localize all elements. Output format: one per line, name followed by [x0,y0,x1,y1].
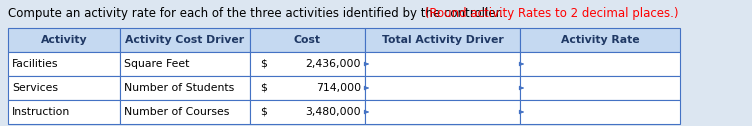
Text: $: $ [260,83,267,93]
Bar [120,28,250,52]
Text: 3,480,000: 3,480,000 [305,107,361,117]
Bar [365,76,520,100]
Bar [8,52,120,76]
Bar [520,28,680,52]
Bar [8,28,120,52]
Text: $: $ [260,59,267,69]
Text: Activity Cost Driver: Activity Cost Driver [126,35,244,45]
Text: Number of Students: Number of Students [124,83,235,93]
Text: (Round activity Rates to 2 decimal places.): (Round activity Rates to 2 decimal place… [421,8,679,21]
Text: $: $ [260,107,267,117]
Bar [365,28,520,52]
Text: Number of Courses: Number of Courses [124,107,229,117]
Bar [365,100,520,124]
Bar [520,76,680,100]
Bar [8,100,120,124]
Bar [120,52,250,76]
Text: Instruction: Instruction [12,107,70,117]
Bar [8,76,120,100]
Bar [250,28,365,52]
Bar [250,100,365,124]
Text: Compute an activity rate for each of the three activities identified by the cont: Compute an activity rate for each of the… [8,8,503,21]
Text: Facilities: Facilities [12,59,59,69]
Bar [365,52,520,76]
Bar [120,100,250,124]
Bar [250,76,365,100]
Bar [250,52,365,76]
Bar [520,100,680,124]
Text: 714,000: 714,000 [316,83,361,93]
Text: Activity: Activity [41,35,87,45]
Text: Activity Rate: Activity Rate [561,35,639,45]
Text: Total Activity Driver: Total Activity Driver [381,35,503,45]
Text: Services: Services [12,83,58,93]
Text: 2,436,000: 2,436,000 [305,59,361,69]
Bar [520,52,680,76]
Bar [120,76,250,100]
Text: Cost: Cost [294,35,321,45]
Text: Square Feet: Square Feet [124,59,190,69]
